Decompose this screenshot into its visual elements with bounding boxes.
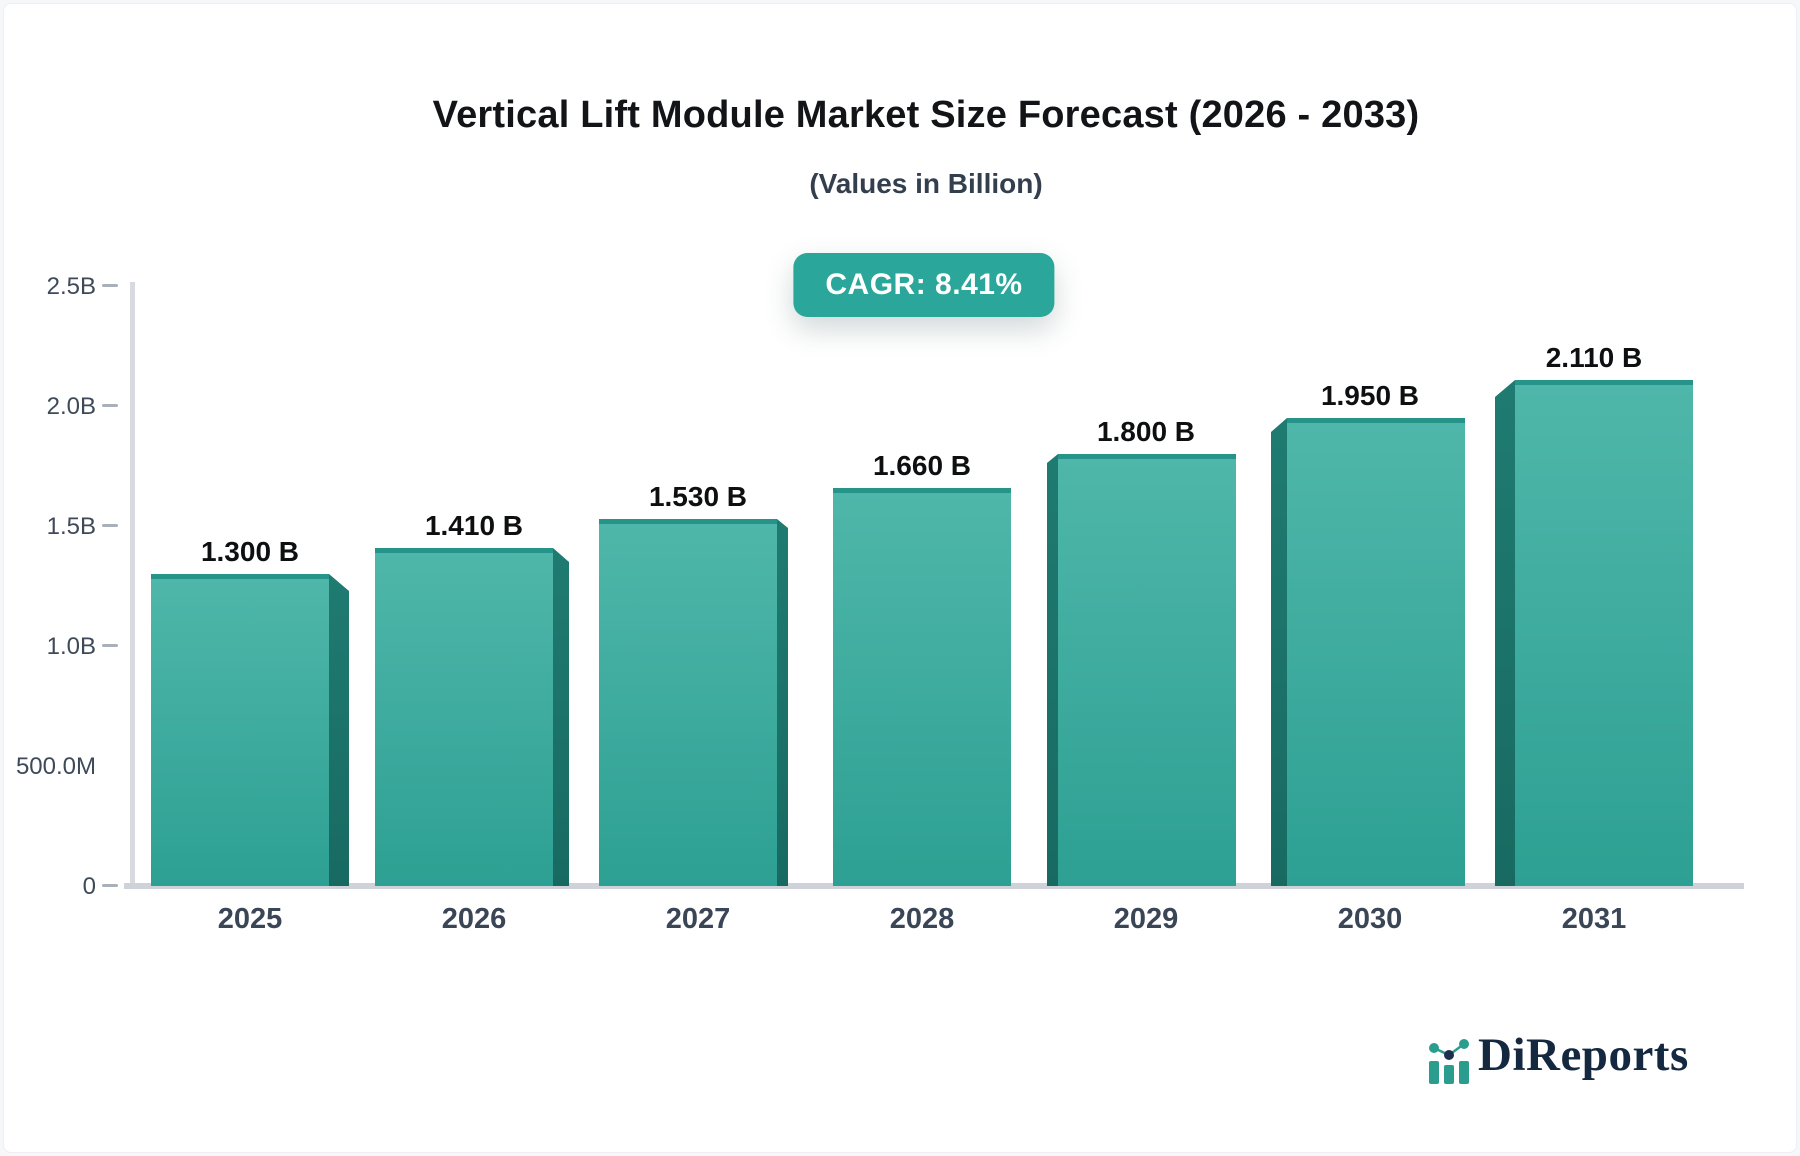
bar-2030[interactable] (1287, 418, 1465, 886)
bar-top-edge (1287, 418, 1465, 423)
bar-2031[interactable] (1515, 380, 1693, 886)
x-axis-label: 2025 (218, 903, 283, 935)
x-axis-label: 2027 (666, 903, 731, 935)
bar-side-2026 (553, 548, 569, 886)
bar-side-2030 (1271, 418, 1287, 886)
y-axis-tick (102, 644, 118, 647)
y-axis-label: 0 (83, 873, 96, 900)
bar-2028[interactable] (833, 488, 1011, 886)
brand-logo: DiReports (1428, 1026, 1708, 1090)
bar-top-edge (833, 488, 1011, 493)
y-axis-label: 2.5B (47, 273, 96, 300)
chart-title: Vertical Lift Module Market Size Forecas… (432, 94, 1420, 136)
y-axis-tick (102, 884, 118, 887)
x-axis-label: 2031 (1562, 903, 1627, 935)
bar-value-label: 1.660 B (873, 450, 971, 481)
bar-value-label: 2.110 B (1546, 342, 1643, 373)
x-axis-label: 2026 (442, 903, 507, 935)
y-axis-tick (102, 524, 118, 527)
bar-side-2027 (777, 519, 788, 886)
bar-chart-trend-icon (1429, 1039, 1469, 1084)
bar-value-label: 1.800 B (1097, 416, 1195, 447)
bar-value-label: 1.410 B (425, 510, 523, 541)
brand-name: DiReports (1478, 1029, 1689, 1081)
y-axis-label: 1.0B (47, 633, 96, 660)
y-axis-label: 2.0B (47, 393, 96, 420)
bar-top-edge (1515, 380, 1693, 385)
bar-side-2029 (1047, 454, 1058, 886)
bar-value-label: 1.950 B (1321, 380, 1419, 411)
bar-2026[interactable] (375, 548, 553, 886)
y-axis-label: 1.5B (47, 513, 96, 540)
bar-top-edge (375, 548, 553, 553)
bar-top-edge (151, 574, 329, 579)
y-axis-tick (102, 284, 118, 287)
bar-2029[interactable] (1058, 454, 1236, 886)
bar-side-2031 (1495, 380, 1515, 886)
x-axis-label: 2029 (1114, 903, 1179, 935)
bar-2027[interactable] (599, 519, 777, 886)
y-axis-line (130, 282, 135, 886)
y-axis-tick (102, 404, 118, 407)
bar-2025[interactable] (151, 574, 329, 886)
bar-side-2025 (329, 574, 349, 886)
bar-value-label: 1.530 B (649, 481, 747, 512)
cagr-badge: CAGR: 8.41% (793, 253, 1055, 317)
bar-top-edge (599, 519, 777, 524)
bar-value-label: 1.300 B (201, 536, 299, 567)
x-axis-label: 2028 (890, 903, 955, 935)
bar-top-edge (1058, 454, 1236, 459)
x-axis-label: 2030 (1338, 903, 1403, 935)
chart-subtitle: (Values in Billion) (809, 168, 1043, 199)
y-axis-label: 500.0M (16, 753, 96, 780)
